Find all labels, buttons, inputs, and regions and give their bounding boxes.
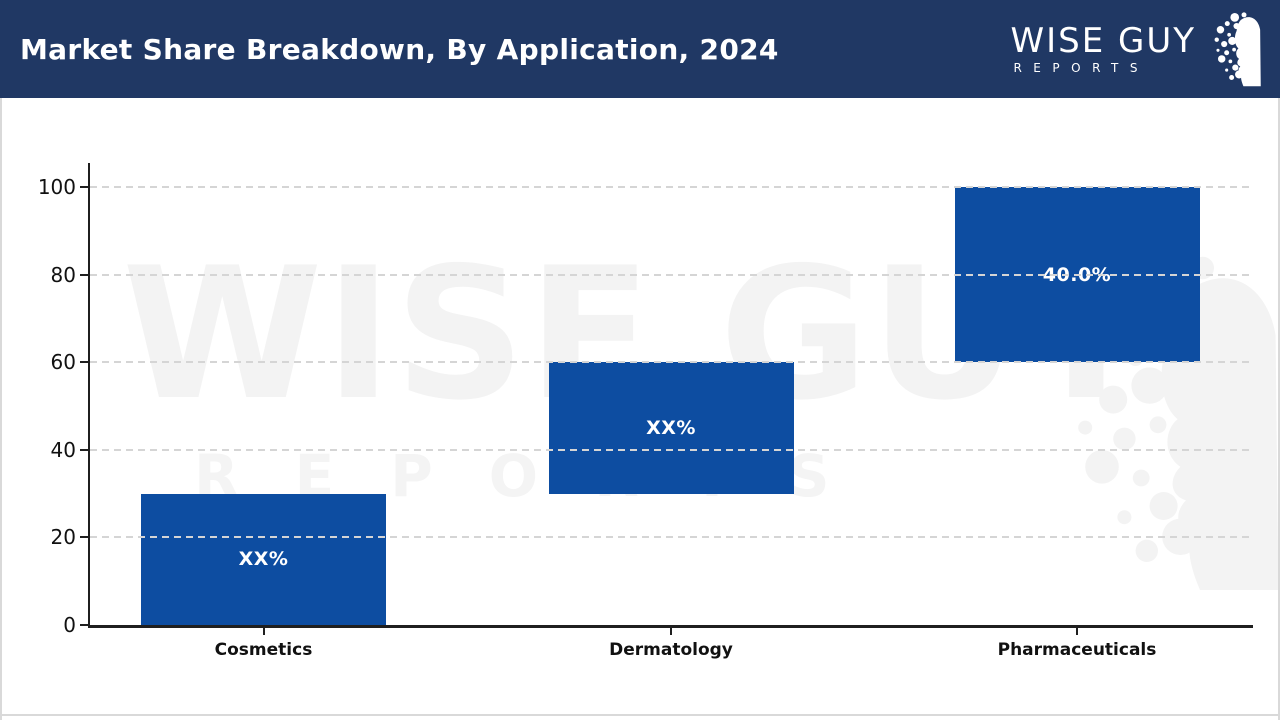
page-border-bottom: [0, 714, 1280, 716]
header-bar: Market Share Breakdown, By Application, …: [0, 0, 1280, 98]
y-tickmark-100: [80, 186, 88, 188]
gridline-60: [90, 361, 1253, 364]
wise-guy-logo: WISE GUY REPORTS: [1010, 7, 1262, 91]
y-axis-line: [88, 163, 90, 627]
bar-dermatology: XX%: [548, 362, 794, 494]
x-tickmark-pharmaceuticals: [1076, 627, 1078, 635]
y-tick-label-100: 100: [37, 175, 76, 199]
x-tickmark-dermatology: [670, 627, 672, 635]
y-tickmark-80: [80, 273, 88, 276]
y-tickmark-0: [80, 624, 88, 626]
page-border-right: [1278, 98, 1280, 720]
gridline-80: [90, 273, 1253, 276]
x-tickmark-cosmetics: [262, 627, 265, 635]
gridline-100: [90, 186, 1253, 188]
bar-cosmetics: XX%: [141, 493, 386, 625]
bar-value-label: XX%: [646, 416, 696, 439]
page-border-left: [0, 98, 2, 720]
gridline-20: [90, 536, 1253, 539]
chart-title: Market Share Breakdown, By Application, …: [20, 32, 779, 66]
y-tickmark-20: [80, 536, 88, 539]
logo-wordmark: WISE GUY REPORTS: [1010, 24, 1196, 74]
y-tick-label-0: 0: [63, 613, 76, 637]
x-category-label-pharmaceuticals: Pharmaceuticals: [997, 640, 1157, 660]
bar-value-label: XX%: [238, 548, 289, 571]
y-tick-label-60: 60: [50, 350, 76, 375]
gridline-40: [90, 448, 1253, 451]
logo-wordmark-top: WISE GUY: [1010, 21, 1196, 61]
y-tickmark-40: [80, 448, 88, 451]
y-tick-label-40: 40: [50, 437, 76, 462]
y-tickmark-60: [80, 361, 88, 364]
x-category-label-cosmetics: Cosmetics: [214, 640, 313, 660]
y-tick-label-80: 80: [50, 262, 76, 287]
logo-wordmark-bottom: REPORTS: [1013, 61, 1149, 75]
x-category-label-dermatology: Dermatology: [609, 640, 733, 660]
y-tick-label-20: 20: [50, 525, 76, 550]
x-axis-line: [88, 625, 1253, 628]
logo-head-icon: [1200, 7, 1262, 91]
